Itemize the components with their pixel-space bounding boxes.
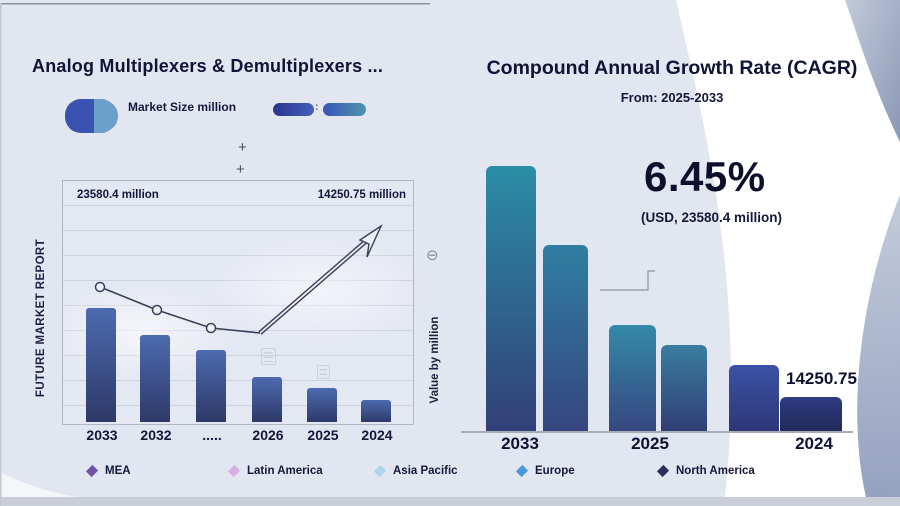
diamond-icon (227, 464, 241, 478)
document-watermark-icon (317, 365, 330, 379)
legend-label: Europe (535, 465, 575, 477)
market-bar-2025 (307, 388, 337, 422)
plus-icon: + (238, 139, 247, 156)
cagr-bar-2025-a (609, 325, 656, 432)
scale-pill-teal (323, 103, 366, 116)
market-size-x-axis: 2033 2032..... 2026 2025 2024 (62, 427, 414, 445)
x-label-2033: 2033 (86, 427, 118, 443)
legend-item-asia-pacific: Asia Pacific (373, 463, 458, 479)
trend-line-and-growth-arrow (94, 224, 383, 335)
market-bar-2032 (140, 335, 170, 422)
diamond-icon (85, 464, 99, 478)
cagr-x-label-2025: 2025 (631, 434, 669, 453)
cagr-x-label-2024: 2024 (795, 434, 833, 453)
market-bar-2024 (361, 400, 391, 422)
callout-bracket (600, 270, 655, 291)
x-label-2032: 2032 (140, 427, 172, 443)
cagr-bar-2024-a (729, 365, 779, 432)
market-size-chart: 23580.4 million 14250.75 million (62, 180, 414, 425)
x-label-2024: 2024 (361, 427, 393, 443)
cagr-period: From: 2025-2033 (620, 90, 724, 105)
cagr-detail: (USD, 23580.4 million) (641, 210, 783, 225)
diamond-icon (373, 464, 387, 478)
plus-icon: + (236, 161, 245, 178)
diamond-icon (515, 464, 529, 478)
cagr-bar-2033-a (486, 166, 536, 432)
scale-colon: : (315, 102, 319, 113)
market-size-unit-label: Market Size million (128, 100, 237, 114)
cagr-x-label-2033: 2033 (501, 434, 539, 453)
value-2033-label: 23580.4 million (77, 189, 159, 201)
market-bar-..... (196, 350, 226, 422)
legend-label: MEA (105, 465, 131, 477)
legend-item-mea: MEA (85, 463, 131, 479)
cagr-axis-line (461, 431, 853, 433)
x-label-2025: 2025 (307, 427, 339, 443)
scale-pill-navy (273, 103, 314, 116)
value-2024-annotation: 14250.75 (786, 369, 857, 388)
watermark-vertical-label: FUTURE MARKET REPORT (35, 238, 47, 398)
x-label-.....: ..... (202, 427, 222, 443)
legend-item-latin-america: Latin America (227, 463, 323, 479)
legend-item-europe: Europe (515, 463, 575, 479)
cagr-title: Compound Annual Growth Rate (CAGR) (486, 57, 858, 79)
value-2024-label: 14250.75 million (317, 189, 406, 201)
value-axis-label: Value by million (429, 316, 441, 404)
market-size-title: Analog Multiplexers & Demultiplexers ... (32, 56, 384, 76)
cylinder-database-icon (65, 99, 118, 133)
circled-minus-icon: ⊖ (426, 247, 439, 264)
x-label-2026: 2026 (252, 427, 284, 443)
diamond-icon (656, 464, 670, 478)
legend-label: Asia Pacific (393, 465, 458, 477)
cagr-bar-2025-b (661, 345, 707, 432)
legend-label: North America (676, 465, 755, 477)
cagr-bar-2033-b (543, 245, 588, 432)
market-bar-2033 (86, 308, 116, 422)
legend-label: Latin America (247, 465, 323, 477)
cagr-bar-2024-b (780, 397, 842, 432)
legend-item-north-america: North America (656, 463, 755, 479)
market-bar-2026 (252, 377, 282, 422)
document-watermark-icon (261, 348, 276, 365)
cagr-value: 6.45% (644, 153, 766, 200)
